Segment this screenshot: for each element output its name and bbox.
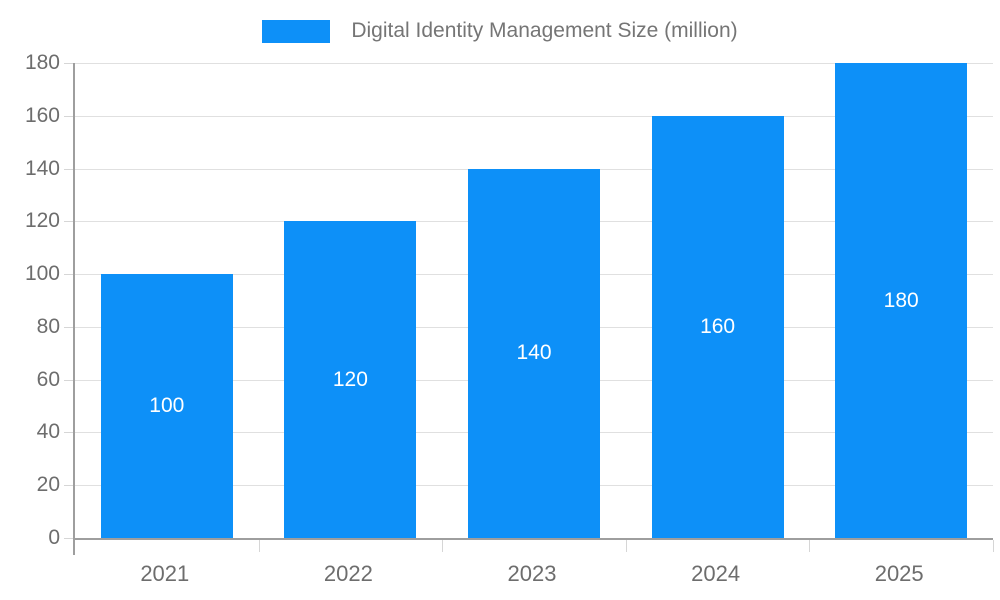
legend-label: Digital Identity Management Size (millio…	[351, 19, 738, 42]
y-axis-tick-label: 160	[24, 103, 60, 127]
y-gridline	[75, 63, 993, 64]
x-axis-tick	[442, 540, 444, 552]
y-axis-tick-label: 140	[24, 156, 60, 180]
y-axis-tick	[64, 379, 73, 381]
y-axis-tick	[64, 432, 73, 434]
x-axis-tick	[809, 540, 811, 552]
bar-2022: 120	[284, 221, 417, 538]
bar-value-label: 120	[332, 367, 368, 391]
plot-area: 100 120 140 160 180	[64, 63, 994, 555]
bar-2023: 140	[468, 168, 600, 538]
y-axis-tick-label: 0	[48, 526, 60, 549]
y-axis-tick-label: 60	[36, 367, 60, 391]
y-axis-tick-label: 80	[36, 314, 60, 338]
bar-value-label: 160	[700, 314, 736, 338]
y-axis-tick	[64, 326, 73, 328]
y-axis-labels: 0 20 40 60 80 100 120 140 160 180	[0, 51, 60, 549]
bar-2025: 180	[835, 63, 968, 538]
y-axis-tick-label: 40	[36, 420, 60, 444]
y-axis-tick	[64, 115, 73, 117]
bar-2021: 100	[100, 274, 233, 538]
bar-value-label: 180	[883, 288, 919, 312]
x-axis-label-2022: 2022	[323, 561, 373, 586]
y-gridline	[75, 115, 993, 117]
bar-2024: 160	[651, 115, 784, 538]
y-axis-tick	[64, 274, 73, 276]
y-axis-tick	[64, 538, 73, 539]
y-axis-tick-label: 100	[24, 262, 60, 286]
y-axis-tick	[64, 63, 73, 64]
legend-swatch	[262, 19, 331, 43]
x-axis-labels: 2021 2022 2023 2024 2025	[73, 552, 991, 596]
chart-legend[interactable]: Digital Identity Management Size (millio…	[0, 19, 1000, 43]
y-axis-line-extension	[73, 538, 75, 555]
y-axis-tick	[64, 168, 73, 170]
y-axis-tick-label: 20	[36, 473, 60, 497]
x-axis-label-2023: 2023	[507, 561, 557, 586]
y-axis-tick-label: 180	[24, 51, 60, 74]
x-axis-label-2021: 2021	[140, 561, 190, 586]
x-axis-tick	[258, 540, 260, 552]
y-axis-tick	[64, 221, 73, 223]
bar-value-label: 100	[149, 394, 185, 418]
x-axis-tick	[625, 540, 627, 552]
x-axis-label-2025: 2025	[874, 561, 924, 586]
y-axis-tick-label: 120	[24, 209, 60, 233]
y-axis-tick	[64, 485, 73, 487]
x-axis-tick	[993, 540, 994, 552]
x-axis-label-2024: 2024	[691, 561, 741, 586]
bar-value-label: 140	[516, 341, 552, 365]
